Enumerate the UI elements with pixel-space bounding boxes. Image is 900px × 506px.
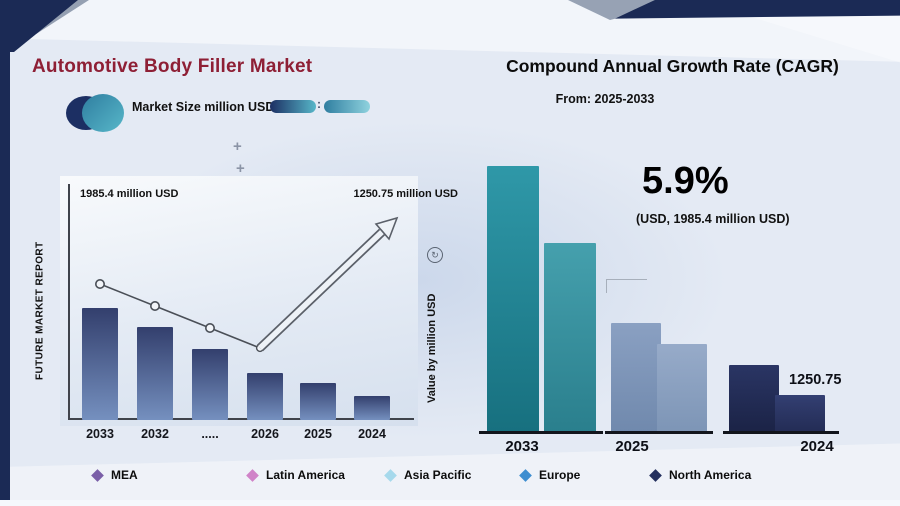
circular-arrow-glyph: ↻: [431, 249, 439, 260]
cagr-group-label: 2033: [505, 438, 539, 455]
left-edge-strip: [0, 0, 10, 500]
plus-mark: +: [236, 160, 245, 177]
cagr-bar: [729, 365, 779, 432]
left-chart-axes: [68, 184, 414, 420]
start-value-label: 1985.4 million USD: [80, 188, 179, 200]
bar-value-annotation: 1250.75: [789, 372, 842, 388]
value-axis-label: Value by million USD: [426, 293, 438, 403]
right-title: Compound Annual Growth Rate (CAGR): [506, 56, 839, 76]
cagr-group-label: 2025: [615, 438, 649, 455]
market-size-bar: [354, 396, 390, 420]
market-size-legend-label: Market Size million USD: [132, 100, 275, 114]
axis-baseline: [723, 431, 839, 434]
circular-arrow-icon: ↻: [427, 247, 443, 263]
market-size-bar: [247, 373, 283, 420]
left-chart-plot: [60, 176, 418, 426]
step-decoration: [606, 279, 647, 293]
axis-baseline: [479, 431, 603, 434]
cagr-value: 5.9%: [642, 160, 729, 202]
cagr-bar: [775, 395, 825, 432]
x-axis-label: 2026: [251, 427, 279, 441]
left-chart-panel: 1985.4 million USD 1250.75 million USD: [60, 176, 458, 426]
market-size-bar: [137, 327, 173, 420]
x-axis-label: 2025: [304, 427, 332, 441]
left-chart-side-label: FUTURE MARKET REPORT: [34, 241, 46, 381]
cylinder-icon: [66, 94, 126, 132]
axis-baseline: [605, 431, 713, 434]
left-title: Automotive Body Filler Market: [32, 56, 313, 77]
cagr-group-label: 2024: [800, 438, 834, 455]
gradient-pill: [324, 100, 370, 113]
end-value-label: 1250.75 million USD: [353, 188, 458, 200]
x-axis-label: .....: [201, 427, 219, 441]
left-chart-xaxis: 2033 2032..... 2026 2025 2024: [60, 427, 460, 445]
pill-separator: :: [317, 97, 321, 111]
market-size-bar: [300, 383, 336, 420]
x-axis-label: 2032: [141, 427, 169, 441]
trend-line-and-arrow-icon: [94, 216, 399, 353]
plus-mark: +: [233, 138, 242, 155]
gradient-pill: [270, 100, 316, 113]
cylinder-front-icon: [82, 94, 124, 132]
market-size-bar: [82, 308, 118, 420]
right-subtitle: From: 2025-2033: [555, 92, 655, 106]
background-decoration: [0, 441, 900, 506]
market-size-bar: [192, 349, 228, 420]
corner-decoration: [615, 0, 900, 19]
bottom-edge-strip: [0, 500, 900, 506]
x-axis-label: 2033: [86, 427, 114, 441]
x-axis-label: 2024: [358, 427, 386, 441]
cagr-note: (USD, 1985.4 million USD): [636, 212, 790, 226]
